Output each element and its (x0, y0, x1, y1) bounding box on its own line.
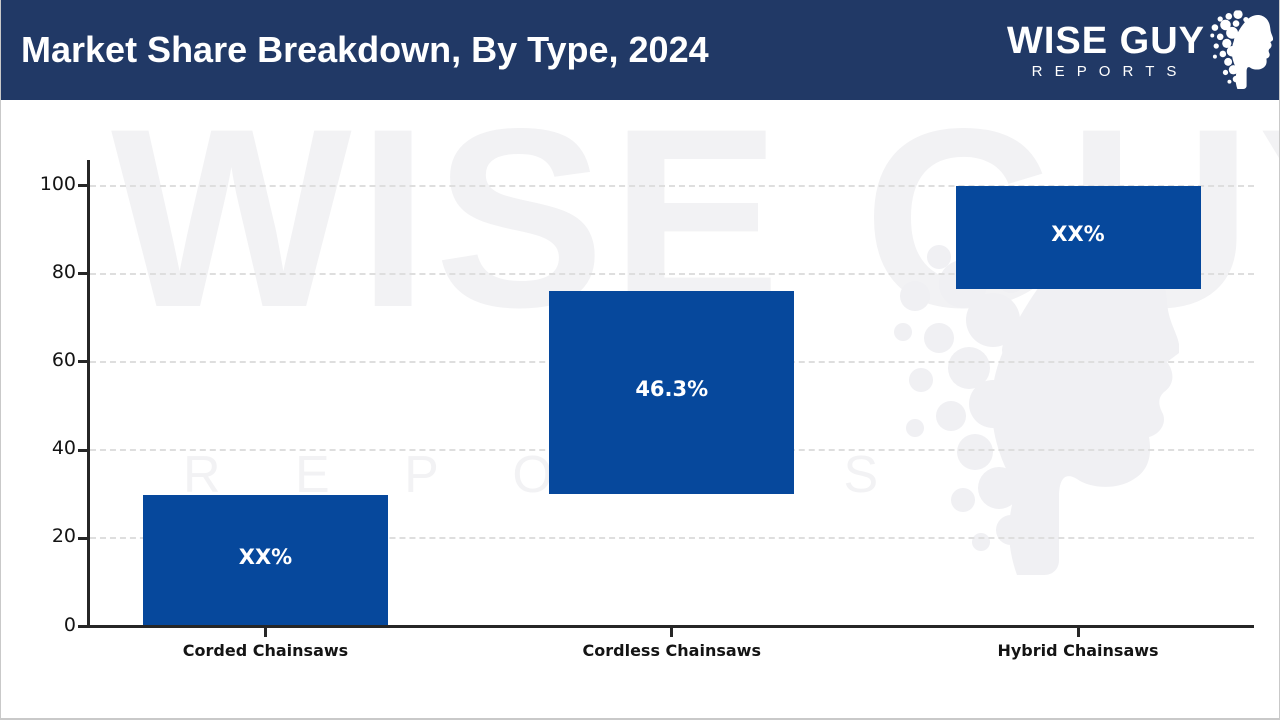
gridline-80 (90, 272, 1254, 275)
y-axis-tick-60 (78, 360, 87, 364)
y-axis-tick-20 (78, 536, 87, 540)
x-axis-tick-cordless-chainsaws (670, 628, 674, 637)
y-axis-tick-0 (78, 625, 87, 628)
y-axis-label-100: 100 (39, 172, 76, 195)
y-axis-label-80: 80 (51, 260, 76, 283)
y-axis-label-40: 40 (51, 437, 76, 460)
category-label-hybrid-chainsaws: Hybrid Chainsaws (997, 640, 1159, 660)
x-axis-tick-hybrid-chainsaws (1076, 628, 1080, 637)
bar-cordless-chainsaws: 46.3% (549, 290, 795, 494)
bar-value-label-corded-chainsaws: XX% (238, 544, 293, 569)
x-axis-tick-corded-chainsaws (264, 628, 267, 637)
wise-guy-reports-logo: WISE GUY R E P O R T S (1007, 10, 1273, 90)
y-axis-label-60: 60 (51, 348, 76, 371)
logo-reports-text: R E P O R T S (1031, 62, 1181, 80)
bar-value-label-cordless-chainsaws: 46.3% (635, 376, 709, 401)
logo-text: WISE GUY R E P O R T S (1007, 22, 1205, 79)
y-axis-tick-40 (78, 448, 87, 452)
logo-wiseguy-text: WISE GUY (1006, 19, 1205, 62)
y-axis-tick-100 (78, 184, 87, 187)
bar-corded-chainsaws: XX% (143, 495, 388, 625)
y-axis-tick-80 (78, 272, 87, 276)
bar-hybrid-chainsaws: XX% (955, 185, 1201, 290)
bar-value-label-hybrid-chainsaws: XX% (1051, 222, 1105, 247)
gridline-20 (90, 537, 1254, 540)
y-axis-label-20: 20 (51, 525, 76, 548)
gridline-100 (90, 184, 1254, 187)
page-title: Market Share Breakdown, By Type, 2024 (21, 29, 709, 70)
header-bar: Market Share Breakdown, By Type, 2024 WI… (1, 0, 1279, 100)
category-label-corded-chainsaws: Corded Chainsaws (182, 640, 349, 660)
y-axis-label-0: 0 (63, 613, 76, 636)
y-axis (87, 160, 90, 628)
category-label-cordless-chainsaws: Cordless Chainsaws (582, 640, 761, 660)
x-axis (87, 625, 1254, 628)
